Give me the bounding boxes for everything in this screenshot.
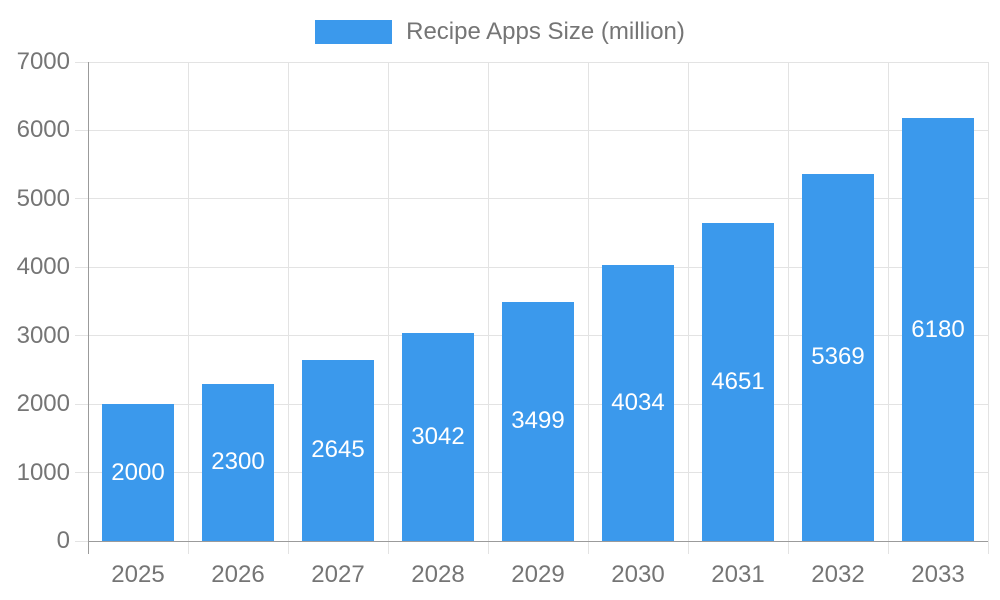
bar: 2645 — [302, 360, 374, 541]
y-axis-tick-label: 3000 — [16, 321, 70, 349]
bar-value-label: 5369 — [811, 343, 865, 371]
y-tick-mark — [75, 472, 88, 474]
x-tick-mark — [887, 541, 889, 554]
x-tick-mark — [587, 541, 589, 554]
y-axis-tick-label: 2000 — [16, 390, 70, 418]
x-tick-mark — [987, 541, 989, 554]
x-axis-tick-label: 2031 — [711, 561, 765, 588]
bar-value-label: 2645 — [311, 436, 365, 464]
y-tick-mark — [75, 335, 88, 337]
x-gridline — [187, 62, 189, 541]
legend-swatch — [315, 20, 393, 44]
x-axis-tick-label: 2033 — [911, 561, 965, 588]
bar: 2000 — [102, 404, 174, 541]
y-tick-mark — [75, 198, 88, 200]
x-axis-tick-label: 2027 — [311, 561, 365, 588]
bar: 4034 — [602, 264, 674, 541]
y-axis-tick-label: 0 — [56, 527, 70, 554]
x-axis-tick-label: 2028 — [411, 561, 465, 588]
plot-area: 0 1000 2000 3000 4000 5000 6000 7000 2000 2300 264… — [17, 48, 989, 588]
bar: 6180 — [902, 118, 974, 541]
x-tick-mark — [487, 541, 489, 554]
legend-label: Recipe Apps Size (million) — [406, 18, 685, 45]
y-axis-tick-label: 6000 — [16, 116, 70, 144]
x-axis-tick-label: 2025 — [111, 561, 165, 588]
y-tick-mark — [75, 129, 88, 131]
y-gridline — [88, 266, 988, 268]
bar: 3499 — [502, 301, 574, 541]
y-gridline — [88, 61, 988, 63]
y-axis-line — [88, 62, 89, 554]
x-tick-mark — [187, 541, 189, 554]
y-axis-tick-label: 1000 — [16, 458, 70, 486]
bar-value-label: 2000 — [111, 458, 165, 486]
bar-value-label: 6180 — [911, 315, 965, 343]
x-gridline — [587, 62, 589, 541]
y-tick-mark — [75, 61, 88, 63]
x-axis-line — [88, 541, 988, 542]
y-tick-mark — [75, 540, 88, 542]
x-gridline — [387, 62, 389, 541]
x-axis-tick-label: 2032 — [811, 561, 865, 588]
x-gridline — [287, 62, 289, 541]
bar: 5369 — [802, 173, 874, 541]
x-tick-mark — [687, 541, 689, 554]
x-gridline — [487, 62, 489, 541]
y-axis-tick-label: 4000 — [16, 253, 70, 281]
x-axis-tick-label: 2026 — [211, 561, 265, 588]
bar: 3042 — [402, 332, 474, 541]
x-gridline — [887, 62, 889, 541]
y-gridline — [88, 129, 988, 131]
x-tick-mark — [787, 541, 789, 554]
x-tick-mark — [287, 541, 289, 554]
bar-value-label: 3042 — [411, 422, 465, 450]
x-tick-mark — [387, 541, 389, 554]
y-axis-tick-label: 7000 — [16, 48, 70, 75]
y-axis-tick-label: 5000 — [16, 184, 70, 212]
bar-value-label: 4651 — [711, 367, 765, 395]
y-tick-mark — [75, 266, 88, 268]
y-gridline — [88, 198, 988, 200]
y-tick-mark — [75, 403, 88, 405]
x-axis-tick-label: 2029 — [511, 561, 565, 588]
bar-value-label: 4034 — [611, 388, 665, 416]
bar-value-label: 3499 — [511, 407, 565, 435]
x-gridline — [987, 62, 989, 541]
x-gridline — [787, 62, 789, 541]
x-axis-tick-label: 2030 — [611, 561, 665, 588]
x-gridline — [687, 62, 689, 541]
chart-legend[interactable]: Recipe Apps Size (million) — [0, 19, 1000, 45]
bar: 2300 — [202, 383, 274, 541]
bar-value-label: 2300 — [211, 448, 265, 476]
bar: 4651 — [702, 222, 774, 541]
